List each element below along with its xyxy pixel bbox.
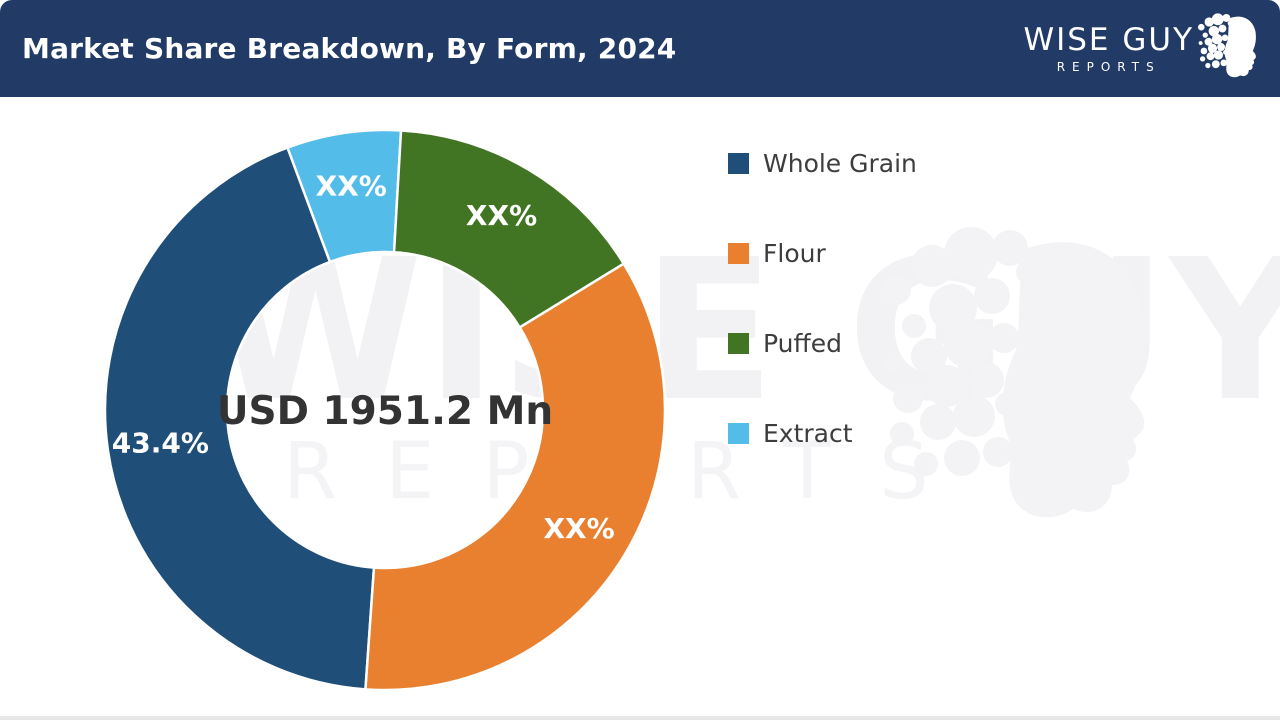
chart-legend: Whole Grain Flour Puffed Extract <box>728 148 917 510</box>
legend-label: Flour <box>763 238 826 268</box>
wise-guy-logo: WISE GUY REPORTS <box>1023 11 1262 87</box>
header-bar: Market Share Breakdown, By Form, 2024 WI… <box>0 0 1280 97</box>
slice-flour <box>364 261 667 692</box>
legend-item-extract: Extract <box>728 418 917 448</box>
chart-center-value: USD 1951.2 Mn <box>217 389 553 434</box>
donut-chart: 43.4% XX% XX% XX% USD 1951.2 Mn <box>103 128 667 692</box>
legend-label: Puffed <box>763 328 842 358</box>
legend-swatch <box>728 332 749 354</box>
page-title: Market Share Breakdown, By Form, 2024 <box>22 32 677 65</box>
legend-item-flour: Flour <box>728 238 917 268</box>
legend-item-whole-grain: Whole Grain <box>728 148 917 178</box>
legend-label: Extract <box>763 418 853 448</box>
slice-value-label-puffed: XX% <box>466 199 537 232</box>
logo-reports-text: REPORTS <box>1056 59 1161 74</box>
slice-value-label-extract: XX% <box>316 170 387 203</box>
slice-value-label-whole-grain: 43.4% <box>112 426 209 459</box>
legend-item-puffed: Puffed <box>728 328 917 358</box>
legend-label: Whole Grain <box>763 148 917 178</box>
logo-wiseguy-text: WISE GUY <box>1023 21 1194 58</box>
bottom-divider <box>0 716 1280 720</box>
logo-face-icon <box>1197 12 1256 77</box>
slice-whole-grain <box>103 145 376 691</box>
legend-swatch <box>728 422 749 444</box>
legend-swatch <box>728 152 749 174</box>
slice-puffed <box>392 129 626 330</box>
slice-value-label-flour: XX% <box>543 512 614 545</box>
logo-text: WISE GUY REPORTS <box>1023 21 1194 74</box>
legend-swatch <box>728 242 749 264</box>
